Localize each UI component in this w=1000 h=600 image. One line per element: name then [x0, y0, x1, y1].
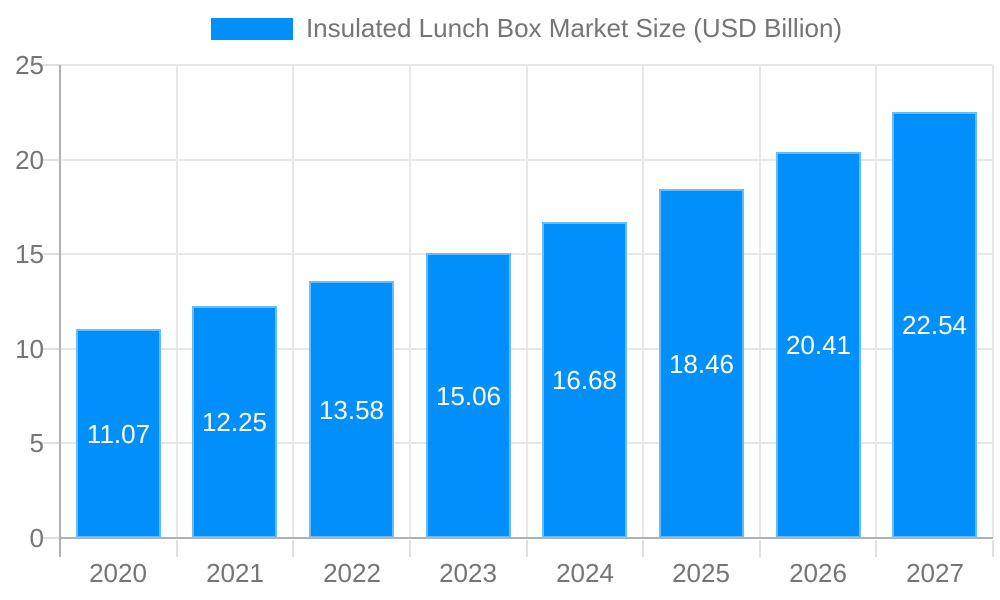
y-axis-tick — [42, 159, 60, 161]
x-axis-label: 2020 — [89, 558, 147, 588]
y-axis-label: 25 — [15, 50, 44, 80]
y-axis-label: 15 — [15, 239, 44, 269]
gridline-vertical — [292, 65, 294, 538]
x-axis-tick — [759, 540, 761, 557]
bar[interactable]: 22.54 — [892, 112, 977, 538]
x-axis-line — [60, 537, 993, 539]
x-axis-label: 2025 — [672, 558, 730, 588]
gridline-vertical — [526, 65, 528, 538]
bar[interactable]: 12.25 — [192, 306, 277, 538]
legend[interactable]: Insulated Lunch Box Market Size (USD Bil… — [60, 13, 993, 44]
bar-value-label: 12.25 — [201, 407, 268, 437]
x-axis-label: 2021 — [206, 558, 264, 588]
bar-value-label: 20.41 — [785, 330, 852, 360]
x-axis-label: 2026 — [789, 558, 847, 588]
y-axis-tick — [42, 537, 60, 539]
gridline-vertical — [759, 65, 761, 538]
x-axis-tick — [409, 540, 411, 557]
gridline-vertical — [992, 65, 994, 538]
x-axis-tick — [176, 540, 178, 557]
bar-value-label: 22.54 — [901, 310, 968, 340]
x-axis-label: 2027 — [906, 558, 964, 588]
bar-value-label: 18.46 — [668, 348, 735, 379]
bar[interactable]: 18.46 — [659, 189, 744, 538]
bar[interactable]: 15.06 — [426, 253, 511, 538]
x-axis-tick — [875, 540, 877, 557]
bar[interactable]: 13.58 — [309, 281, 394, 538]
x-axis-label: 2023 — [439, 558, 497, 588]
bar-value-label: 11.07 — [86, 418, 151, 449]
y-axis-label: 10 — [15, 334, 44, 364]
y-axis-tick — [42, 253, 60, 255]
y-axis-label: 5 — [29, 428, 44, 458]
x-axis-label: 2022 — [323, 558, 381, 588]
x-axis-tick — [642, 540, 644, 557]
bar-value-label: 15.06 — [435, 380, 502, 411]
bar-value-label: 13.58 — [318, 394, 385, 425]
x-axis-label: 2024 — [556, 558, 614, 588]
x-axis-tick — [992, 540, 994, 557]
y-axis-label: 0 — [29, 523, 44, 553]
bar[interactable]: 11.07 — [76, 329, 161, 538]
legend-label: Insulated Lunch Box Market Size (USD Bil… — [305, 13, 843, 43]
y-axis-tick — [42, 348, 60, 350]
bar-value-label: 16.68 — [551, 365, 618, 395]
y-axis-label: 20 — [15, 145, 44, 175]
y-axis-tick — [42, 64, 60, 66]
gridline-vertical — [875, 65, 877, 538]
x-axis-tick — [526, 540, 528, 557]
gridline-vertical — [642, 65, 644, 538]
legend-marker-icon — [210, 17, 293, 40]
gridline-vertical — [409, 65, 411, 538]
y-axis-tick — [42, 442, 60, 444]
bar[interactable]: 20.41 — [776, 152, 861, 538]
gridline-vertical — [176, 65, 178, 538]
bar[interactable]: 16.68 — [542, 222, 627, 538]
x-axis-tick — [292, 540, 294, 557]
y-axis-line — [59, 65, 61, 557]
